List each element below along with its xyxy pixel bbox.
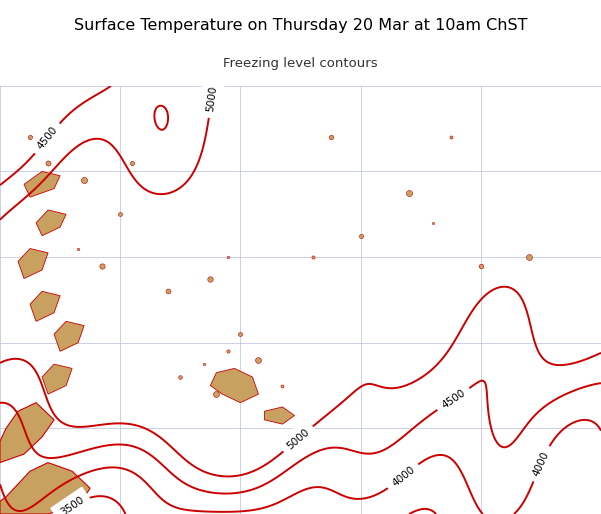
Polygon shape: [0, 402, 54, 463]
Text: Freezing level contours: Freezing level contours: [223, 57, 378, 70]
Text: Surface Temperature on Thursday 20 Mar at 10am ChST: Surface Temperature on Thursday 20 Mar a…: [74, 18, 527, 33]
Polygon shape: [30, 291, 60, 321]
Text: 5000: 5000: [205, 85, 218, 112]
Text: 4000: 4000: [390, 464, 416, 488]
Polygon shape: [264, 407, 294, 424]
Text: 4000: 4000: [531, 450, 551, 478]
Text: 4500: 4500: [35, 125, 59, 152]
Text: 4500: 4500: [440, 388, 467, 411]
Text: 3500: 3500: [59, 495, 86, 514]
Polygon shape: [42, 364, 72, 394]
Text: 5000: 5000: [285, 427, 311, 451]
Polygon shape: [210, 369, 258, 402]
Polygon shape: [18, 249, 48, 279]
Polygon shape: [54, 321, 84, 351]
Polygon shape: [24, 172, 60, 197]
Polygon shape: [0, 463, 90, 514]
Polygon shape: [36, 210, 66, 236]
